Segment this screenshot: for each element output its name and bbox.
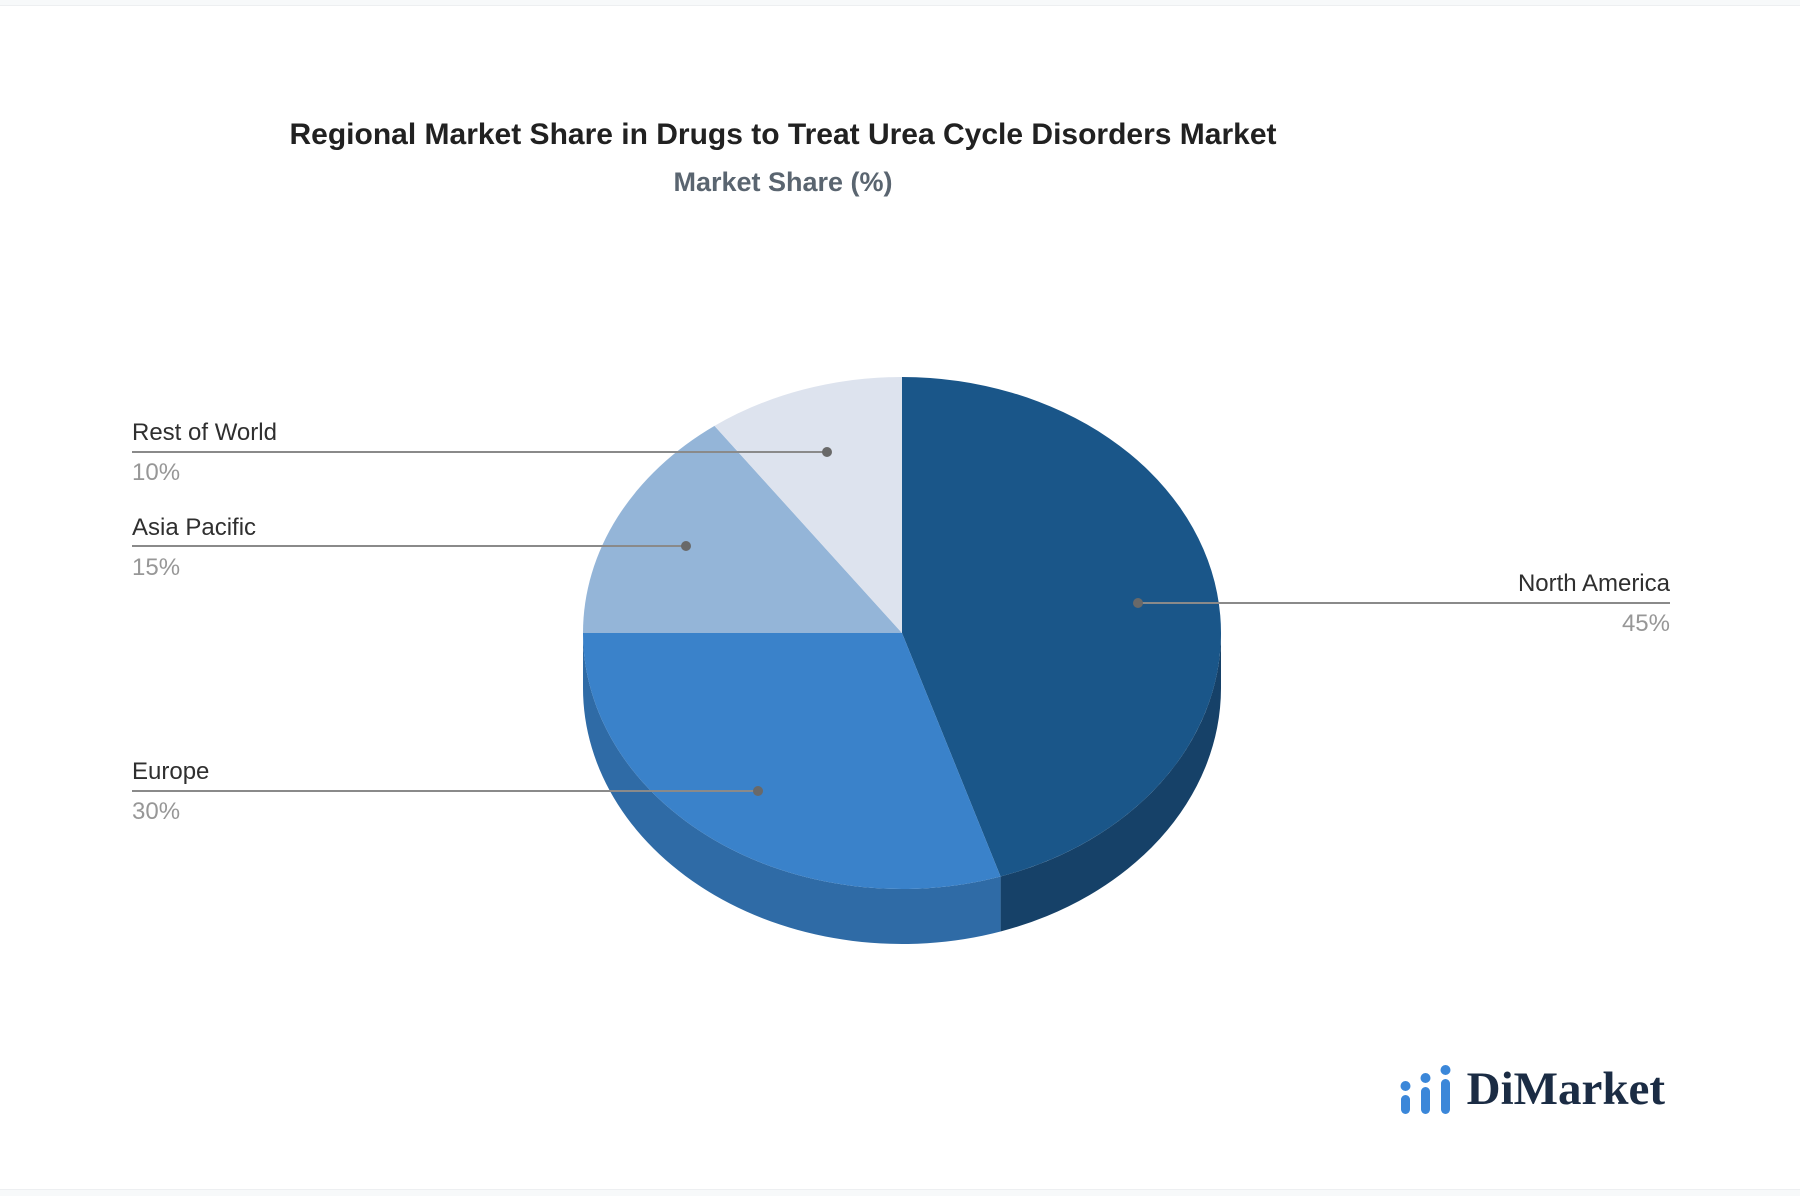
leader-dot-north-america [1133, 598, 1143, 608]
leader-dot-europe [753, 786, 763, 796]
callout-value-north-america: 45% [1621, 610, 1670, 637]
callout-value-asia-pacific: 15% [132, 554, 181, 581]
top-edge-strip [0, 0, 1800, 6]
bar-chart-icon [1400, 1065, 1451, 1114]
chart-title: Regional Market Share in Drugs to Treat … [289, 118, 1277, 151]
chart-subtitle: Market Share (%) [673, 167, 893, 197]
pie-slice-side-north-america [1000, 633, 1221, 932]
pie-slice-side-europe [583, 633, 1001, 945]
pie-slice-rest-of-world [714, 377, 902, 633]
callout-label-europe: Europe [132, 758, 210, 785]
leader-dot-asia-pacific [681, 541, 691, 551]
callout-label-rest-of-world: Rest of World [132, 419, 277, 446]
pie-slice-asia-pacific [583, 425, 902, 633]
callout-label-asia-pacific: Asia Pacific [132, 514, 257, 541]
pie-slice-north-america [902, 377, 1222, 877]
callout-label-north-america: North America [1517, 570, 1670, 597]
callout-value-europe: 30% [132, 798, 181, 825]
leader-dot-rest-of-world [822, 447, 832, 457]
pie-slice-europe [583, 633, 1001, 890]
logo-text: DiMarket [1466, 1062, 1665, 1115]
callout-value-rest-of-world: 10% [132, 459, 181, 486]
dimarket-logo: DiMarket [1399, 1062, 1665, 1116]
bottom-edge-strip [0, 1189, 1800, 1196]
